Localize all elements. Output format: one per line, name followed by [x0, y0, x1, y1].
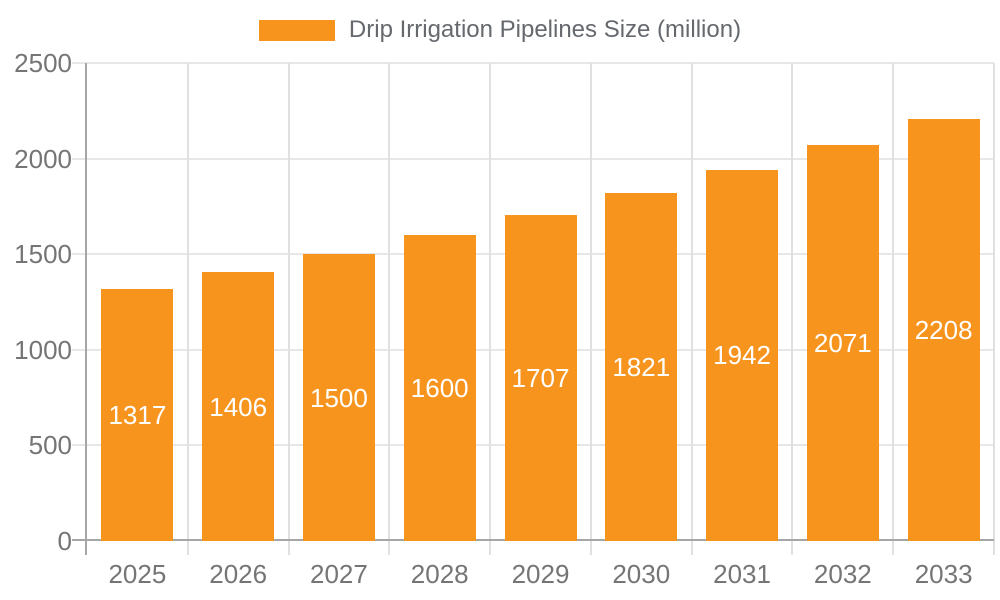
bar[interactable]: 1317: [101, 289, 174, 541]
gridline-vertical: [489, 63, 492, 555]
bar[interactable]: 2208: [907, 118, 980, 541]
bar-value-label: 1821: [612, 351, 671, 382]
y-tick-label: 500: [28, 430, 72, 461]
x-tick-label: 2033: [914, 559, 973, 589]
gridline-vertical: [287, 63, 290, 555]
gridline-vertical: [388, 63, 391, 555]
gridline-horizontal: [72, 157, 994, 160]
gridline-vertical: [791, 63, 794, 555]
plot-area: 0 500 1000 1500 2000 2500 1317 2025 1406 2026 1500…: [14, 50, 995, 587]
bar[interactable]: 1821: [605, 192, 678, 541]
x-tick-label: 2030: [612, 559, 671, 589]
gridline-vertical: [186, 63, 189, 555]
y-tick-label: 1000: [14, 334, 72, 365]
gridline-vertical: [589, 63, 592, 555]
gridline-vertical: [892, 63, 895, 555]
y-tick-label: 0: [57, 526, 72, 556]
bar[interactable]: 2071: [806, 145, 879, 541]
y-tick-label: 2000: [14, 143, 72, 174]
bar-value-label: 1500: [310, 382, 368, 413]
bar-value-label: 2208: [914, 314, 973, 345]
gridline-vertical: [993, 63, 995, 555]
x-tick-label: 2027: [310, 559, 368, 589]
bar-value-label: 1317: [108, 400, 167, 431]
x-tick-label: 2028: [410, 559, 469, 589]
bar[interactable]: 1500: [302, 254, 375, 541]
legend[interactable]: Drip Irrigation Pipelines Size (million): [0, 16, 1000, 44]
x-tick-label: 2032: [813, 559, 872, 589]
legend-label: Drip Irrigation Pipelines Size (million): [348, 16, 742, 43]
x-tick-label: 2026: [209, 559, 268, 589]
gridline-horizontal: [72, 62, 994, 64]
bar-value-label: 1707: [511, 362, 570, 393]
bar-value-label: 1406: [209, 391, 268, 422]
y-axis-line: [85, 63, 87, 555]
y-tick-label: 2500: [14, 48, 72, 78]
bar[interactable]: 1406: [202, 272, 275, 541]
x-tick-label: 2029: [511, 559, 570, 589]
bar[interactable]: 1707: [504, 214, 577, 541]
bar[interactable]: 1942: [706, 169, 779, 541]
x-tick-label: 2025: [108, 559, 167, 589]
y-tick-label: 1500: [14, 239, 72, 270]
bar-value-label: 1942: [713, 340, 771, 371]
gridline-vertical: [690, 63, 693, 555]
bar-value-label: 1600: [410, 373, 469, 404]
bar[interactable]: 1600: [403, 235, 476, 541]
bar-value-label: 2071: [813, 328, 872, 359]
legend-swatch: [258, 19, 335, 41]
x-tick-label: 2031: [713, 559, 771, 589]
